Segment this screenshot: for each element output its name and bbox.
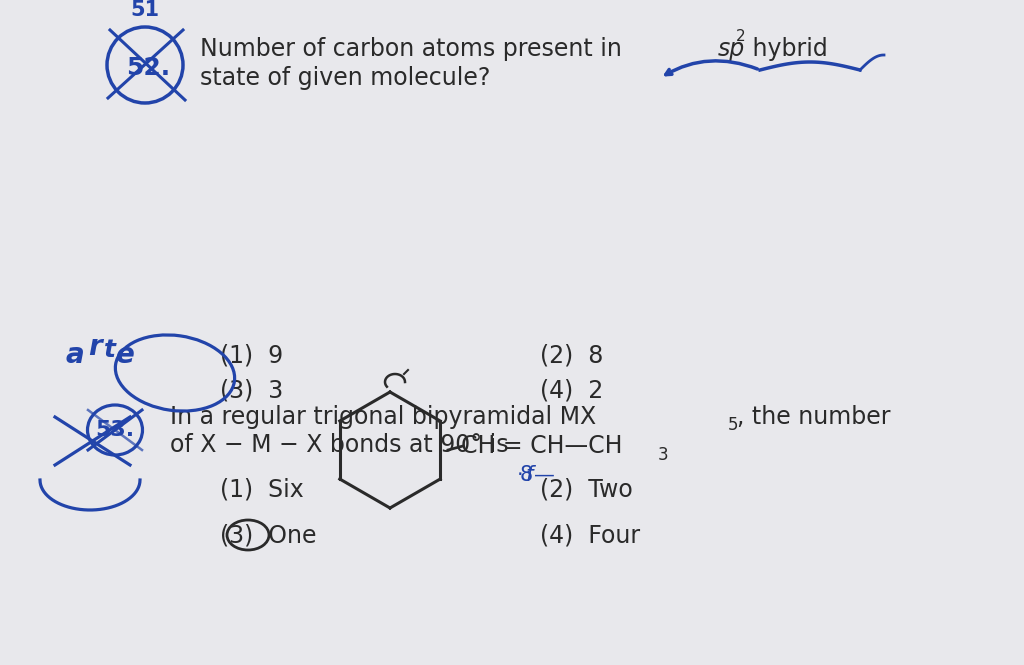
Text: (2)  8: (2) 8 <box>540 343 603 367</box>
Text: , the number: , the number <box>737 405 891 429</box>
Text: 52.: 52. <box>126 56 170 80</box>
Text: Number of carbon atoms present in: Number of carbon atoms present in <box>200 37 630 61</box>
Text: (3)  3: (3) 3 <box>220 378 284 402</box>
Text: (3)  One: (3) One <box>220 523 316 547</box>
Text: 5: 5 <box>728 416 738 434</box>
Text: 3: 3 <box>658 446 669 464</box>
Text: sp: sp <box>718 37 745 61</box>
Text: state of given molecule?: state of given molecule? <box>200 66 490 90</box>
Text: r: r <box>88 333 101 361</box>
Text: (2)  Two: (2) Two <box>540 478 633 502</box>
Text: hybrid: hybrid <box>745 37 827 61</box>
Text: a: a <box>66 341 84 369</box>
Text: e: e <box>116 341 134 369</box>
Text: $\cdot\!\mathit{8\!\!f}$—: $\cdot\!\mathit{8\!\!f}$— <box>516 465 555 485</box>
Text: CH = CH—CH: CH = CH—CH <box>461 434 623 458</box>
Text: t: t <box>104 338 116 362</box>
Text: 53.: 53. <box>95 420 134 440</box>
Text: (1)  Six: (1) Six <box>220 478 304 502</box>
Text: of X − M − X bonds at 90° is: of X − M − X bonds at 90° is <box>170 433 509 457</box>
Text: In a regular trigonal bipyramidal MX: In a regular trigonal bipyramidal MX <box>170 405 596 429</box>
Text: (4)  Four: (4) Four <box>540 523 640 547</box>
Text: (1)  9: (1) 9 <box>220 343 283 367</box>
Text: 51: 51 <box>130 0 160 20</box>
Text: (4)  2: (4) 2 <box>540 378 603 402</box>
Text: 2: 2 <box>736 29 745 43</box>
